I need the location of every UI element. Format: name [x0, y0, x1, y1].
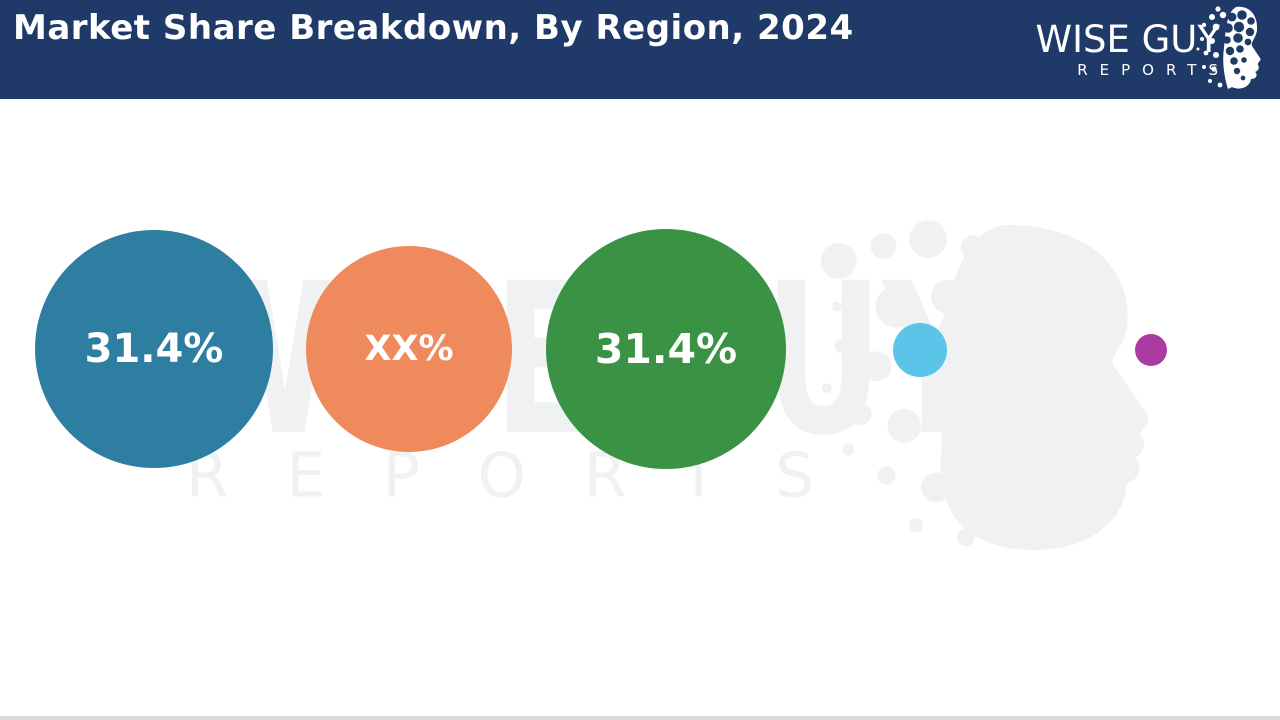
- bubble-apac: 31.4%: [546, 229, 786, 469]
- watermark-dots: [789, 220, 1039, 547]
- wiseguy-head-icon: [1196, 6, 1261, 89]
- chart-area: WISE GUY REPORTS 31.4%XX%31.4% North Ame…: [0, 99, 1280, 716]
- bubble-mea: [1135, 334, 1167, 366]
- bubble-south-america: [893, 323, 947, 377]
- header-bar: Market Share Breakdown, By Region, 2024 …: [0, 0, 1280, 99]
- page-title: Market Share Breakdown, By Region, 2024: [13, 8, 854, 48]
- bubble-value-label: XX%: [364, 329, 454, 369]
- bubble-europe: XX%: [306, 246, 512, 452]
- bubble-north-america: 31.4%: [35, 230, 273, 468]
- bubble-value-label: 31.4%: [594, 325, 738, 373]
- watermark-head-shape: [939, 225, 1149, 550]
- bottom-border: [0, 716, 1280, 720]
- brand-subtitle: REPORTS: [1077, 61, 1230, 79]
- bubble-value-label: 31.4%: [84, 326, 224, 372]
- brand-name: WISE GUY: [1035, 18, 1220, 61]
- watermark-subtitle-text: REPORTS: [186, 439, 872, 511]
- brand-logo-text: WISE GUY REPORTS: [1035, 18, 1220, 79]
